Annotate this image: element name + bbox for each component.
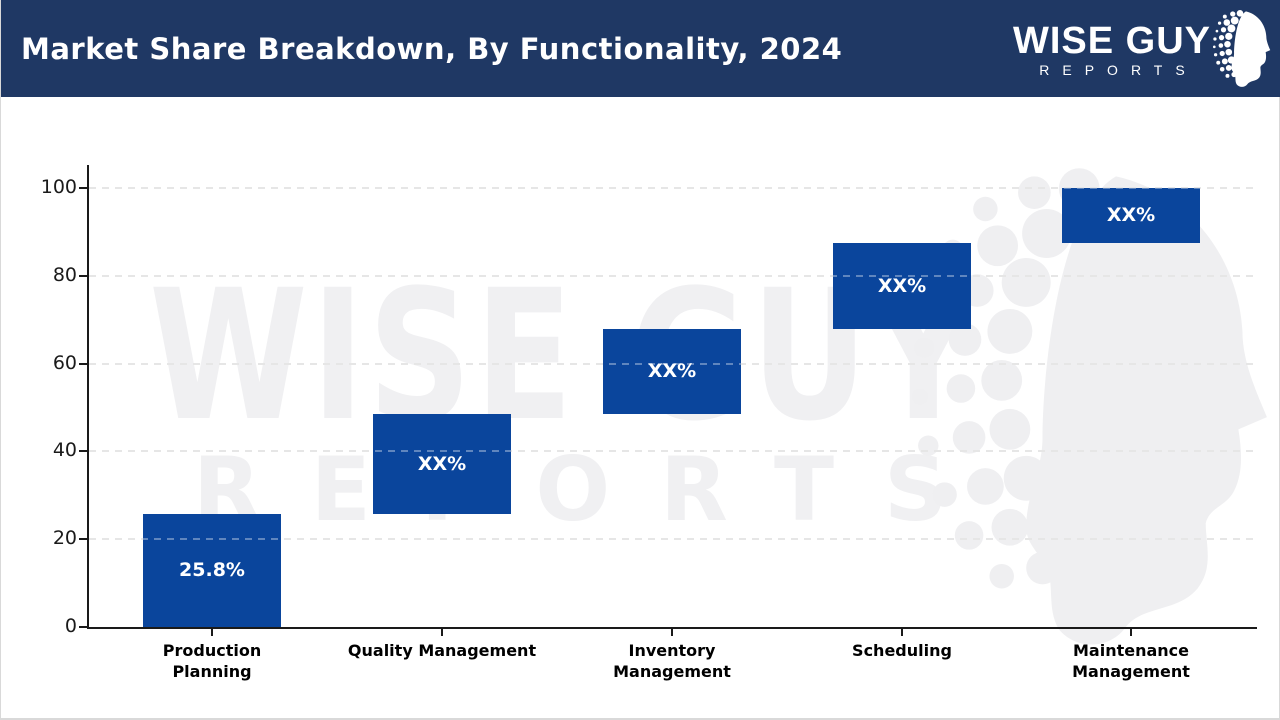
bar-value-label: XX% (647, 360, 697, 383)
category-label-scheduling: Scheduling (852, 641, 952, 660)
wise-guy-reports-logo: WISE GUY REPORTS (1013, 7, 1271, 91)
gridline-overlay-100 (89, 187, 1255, 189)
category-label-production-planning: Production Planning (162, 641, 262, 681)
y-tick-label-40: 40 (52, 439, 77, 462)
y-tick-mark-20 (79, 538, 87, 541)
y-tick-mark-80 (79, 274, 87, 277)
y-tick-label-0: 0 (64, 615, 77, 637)
bar-value-label: XX% (417, 452, 467, 475)
watermark-subtext: REPORTS (193, 438, 998, 541)
gridline-80 (89, 274, 1255, 277)
y-tick-label-100: 100 (40, 176, 77, 198)
bar-value-label: XX% (877, 274, 927, 297)
gridline-overlay-40 (89, 450, 1255, 453)
y-tick-mark-40 (79, 450, 87, 453)
logo-wordmark: WISE GUY (1012, 19, 1211, 62)
x-tick-mark-3 (671, 629, 673, 636)
gridline-40 (89, 450, 1255, 453)
y-tick-mark-0 (79, 626, 87, 628)
page-title: Market Share Breakdown, By Functionality… (21, 31, 843, 66)
bar-value-label: 25.8% (179, 559, 245, 582)
y-tick-label-20: 20 (52, 527, 77, 550)
y-axis-line (87, 165, 89, 629)
gridline-100 (89, 187, 1255, 189)
logo-wordmark-block: WISE GUY REPORTS (1013, 21, 1211, 78)
y-tick-label-60: 60 (52, 351, 77, 374)
plot-area: 25.8% XX% XX% XX% XX% (89, 165, 1255, 627)
y-tick-mark-60 (79, 362, 87, 365)
x-tick-mark-1 (211, 629, 213, 636)
gridline-overlay-60 (89, 362, 1255, 365)
y-tick-label-80: 80 (52, 263, 77, 286)
x-tick-mark-4 (901, 629, 903, 636)
bar-scheduling: XX% (833, 242, 971, 329)
dotted-head-icon (1205, 10, 1271, 89)
gridline-overlay-80 (89, 274, 1255, 277)
bar-inventory-management: XX% (603, 328, 741, 414)
gridline-20 (89, 538, 1255, 541)
x-tick-mark-5 (1130, 629, 1132, 636)
header-bar: Market Share Breakdown, By Functionality… (1, 0, 1280, 97)
category-label-quality-management: Quality Management (347, 641, 537, 660)
bar-quality-management: XX% (373, 413, 511, 514)
x-tick-mark-2 (441, 629, 443, 636)
y-tick-mark-100 (79, 187, 87, 189)
bar-value-label: XX% (1106, 204, 1156, 227)
bar-production-planning: 25.8% (143, 513, 281, 627)
category-label-maintenance-management: Maintenance Management (1072, 641, 1190, 681)
logo-subtext: REPORTS (1039, 61, 1198, 78)
gridline-overlay-20 (89, 538, 1255, 541)
category-label-inventory-management: Inventory Management (613, 641, 731, 681)
bar-maintenance-management: XX% (1062, 188, 1200, 243)
x-axis-line (87, 627, 1257, 629)
